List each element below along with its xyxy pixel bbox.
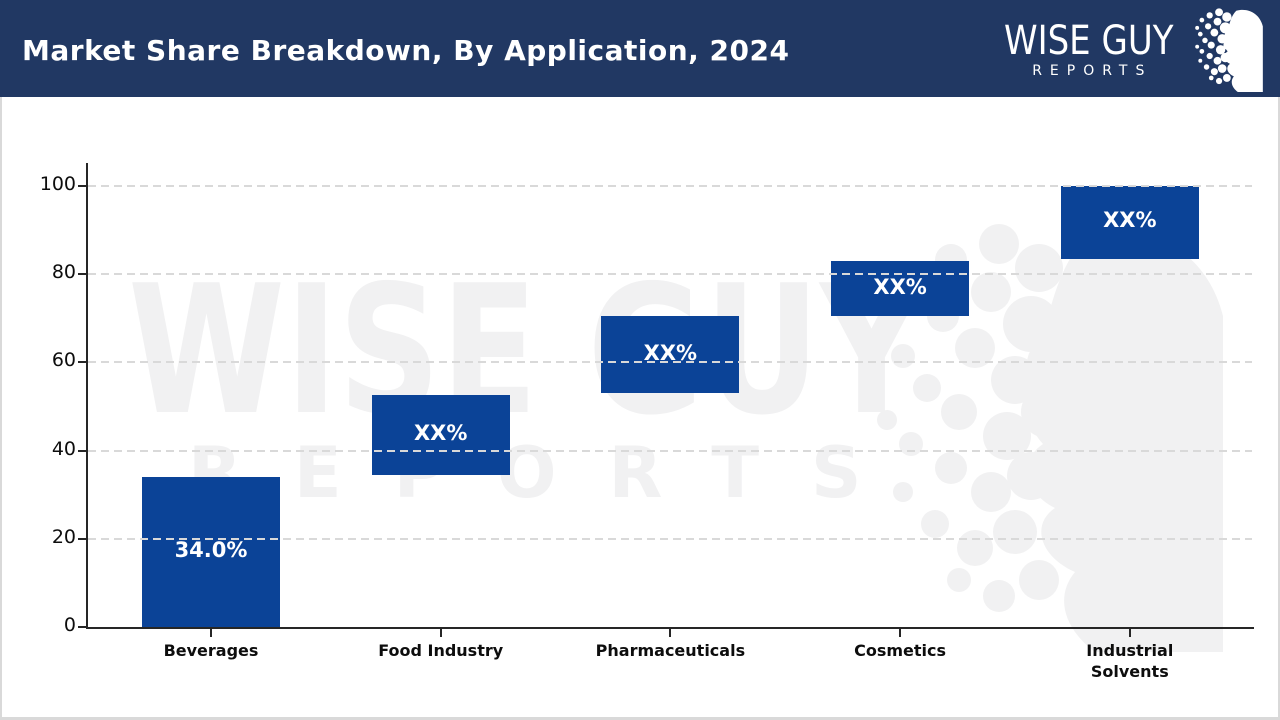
frame-border-left bbox=[0, 97, 2, 720]
x-tick bbox=[439, 629, 442, 637]
logo-text-block: WISE GUY REPORTS bbox=[989, 20, 1188, 79]
y-tick-label: 0 bbox=[63, 614, 76, 636]
y-tick bbox=[78, 273, 86, 276]
y-tick-label: 100 bbox=[39, 173, 76, 195]
chart-title: Market Share Breakdown, By Application, … bbox=[22, 34, 790, 67]
y-tick-label: 60 bbox=[51, 349, 76, 372]
report-header: Market Share Breakdown, By Application, … bbox=[0, 0, 1280, 97]
bar-cosmetics bbox=[831, 260, 970, 317]
gridline bbox=[88, 537, 1252, 540]
frame-border-bottom bbox=[0, 717, 1280, 720]
gridline bbox=[88, 185, 1252, 187]
bar-value-label: 34.0% bbox=[174, 538, 248, 563]
bar-industrial-solvents bbox=[1060, 186, 1199, 259]
category-label: Food Industry bbox=[378, 641, 504, 660]
y-tick-label: 80 bbox=[51, 261, 76, 284]
bar-food-industry bbox=[371, 395, 510, 475]
logo-dotted-head-icon bbox=[1195, 8, 1263, 92]
y-tick bbox=[78, 626, 86, 628]
bar-value-label: XX% bbox=[643, 340, 698, 365]
category-label: Beverages bbox=[163, 641, 259, 660]
bar-value-label: XX% bbox=[413, 421, 468, 446]
gridline bbox=[88, 361, 1252, 364]
bar-beverages bbox=[142, 477, 280, 627]
y-axis-line bbox=[86, 163, 88, 629]
bar-value-label: XX% bbox=[1103, 208, 1157, 233]
watermark-brand-text: WISE GUY bbox=[128, 247, 924, 454]
category-label: Industrial Solvents bbox=[1086, 641, 1174, 681]
bar-value-label: XX% bbox=[873, 274, 927, 299]
y-tick-label: 40 bbox=[51, 437, 76, 460]
y-tick bbox=[78, 185, 86, 187]
category-label: Pharmaceuticals bbox=[595, 641, 746, 660]
x-tick bbox=[669, 629, 672, 637]
y-tick bbox=[78, 537, 86, 540]
logo-tagline-text: REPORTS bbox=[1032, 63, 1153, 79]
gridline bbox=[88, 449, 1252, 452]
y-tick bbox=[78, 449, 86, 452]
x-tick bbox=[899, 629, 902, 637]
y-tick bbox=[78, 361, 86, 364]
bar-pharmaceuticals bbox=[601, 316, 740, 394]
x-tick bbox=[1128, 629, 1131, 637]
x-axis-line bbox=[86, 627, 1254, 629]
logo-brand-text: WISE GUY bbox=[1003, 18, 1174, 64]
gridline bbox=[88, 273, 1252, 276]
category-label: Cosmetics bbox=[854, 641, 947, 660]
y-tick-label: 20 bbox=[51, 525, 76, 548]
wise-guy-reports-logo: WISE GUY REPORTS bbox=[989, 6, 1270, 92]
frame-border-right bbox=[1278, 97, 1280, 720]
x-tick bbox=[210, 629, 212, 637]
